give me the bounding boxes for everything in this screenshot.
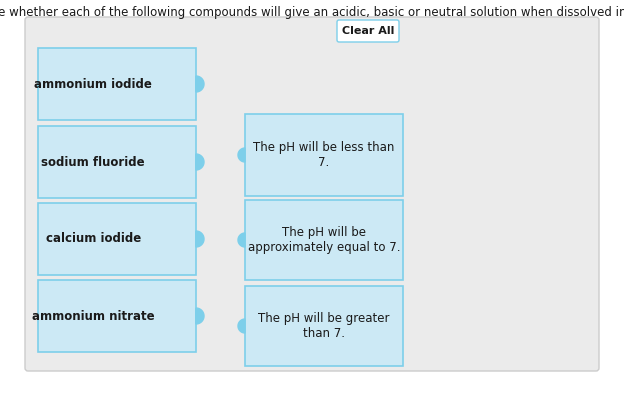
FancyBboxPatch shape xyxy=(38,48,196,120)
FancyBboxPatch shape xyxy=(38,280,196,352)
Polygon shape xyxy=(238,233,245,247)
Polygon shape xyxy=(238,319,245,333)
Polygon shape xyxy=(196,308,204,324)
Text: Indicate whether each of the following compounds will give an acidic, basic or n: Indicate whether each of the following c… xyxy=(0,6,624,19)
FancyBboxPatch shape xyxy=(38,203,196,275)
FancyBboxPatch shape xyxy=(38,126,196,198)
FancyBboxPatch shape xyxy=(245,114,403,196)
Polygon shape xyxy=(196,231,204,247)
FancyBboxPatch shape xyxy=(25,17,599,371)
Text: sodium fluoride: sodium fluoride xyxy=(41,156,145,169)
FancyBboxPatch shape xyxy=(337,20,399,42)
Polygon shape xyxy=(196,154,204,170)
Text: calcium iodide: calcium iodide xyxy=(46,232,141,246)
FancyBboxPatch shape xyxy=(245,286,403,366)
Text: The pH will be
approximately equal to 7.: The pH will be approximately equal to 7. xyxy=(248,226,400,254)
Text: ammonium nitrate: ammonium nitrate xyxy=(32,310,155,322)
Text: ammonium iodide: ammonium iodide xyxy=(34,78,152,91)
Polygon shape xyxy=(238,148,245,162)
Text: Clear All: Clear All xyxy=(342,26,394,36)
Text: The pH will be less than
7.: The pH will be less than 7. xyxy=(253,141,395,169)
FancyBboxPatch shape xyxy=(245,200,403,280)
Polygon shape xyxy=(196,76,204,92)
Text: The pH will be greater
than 7.: The pH will be greater than 7. xyxy=(258,312,390,340)
